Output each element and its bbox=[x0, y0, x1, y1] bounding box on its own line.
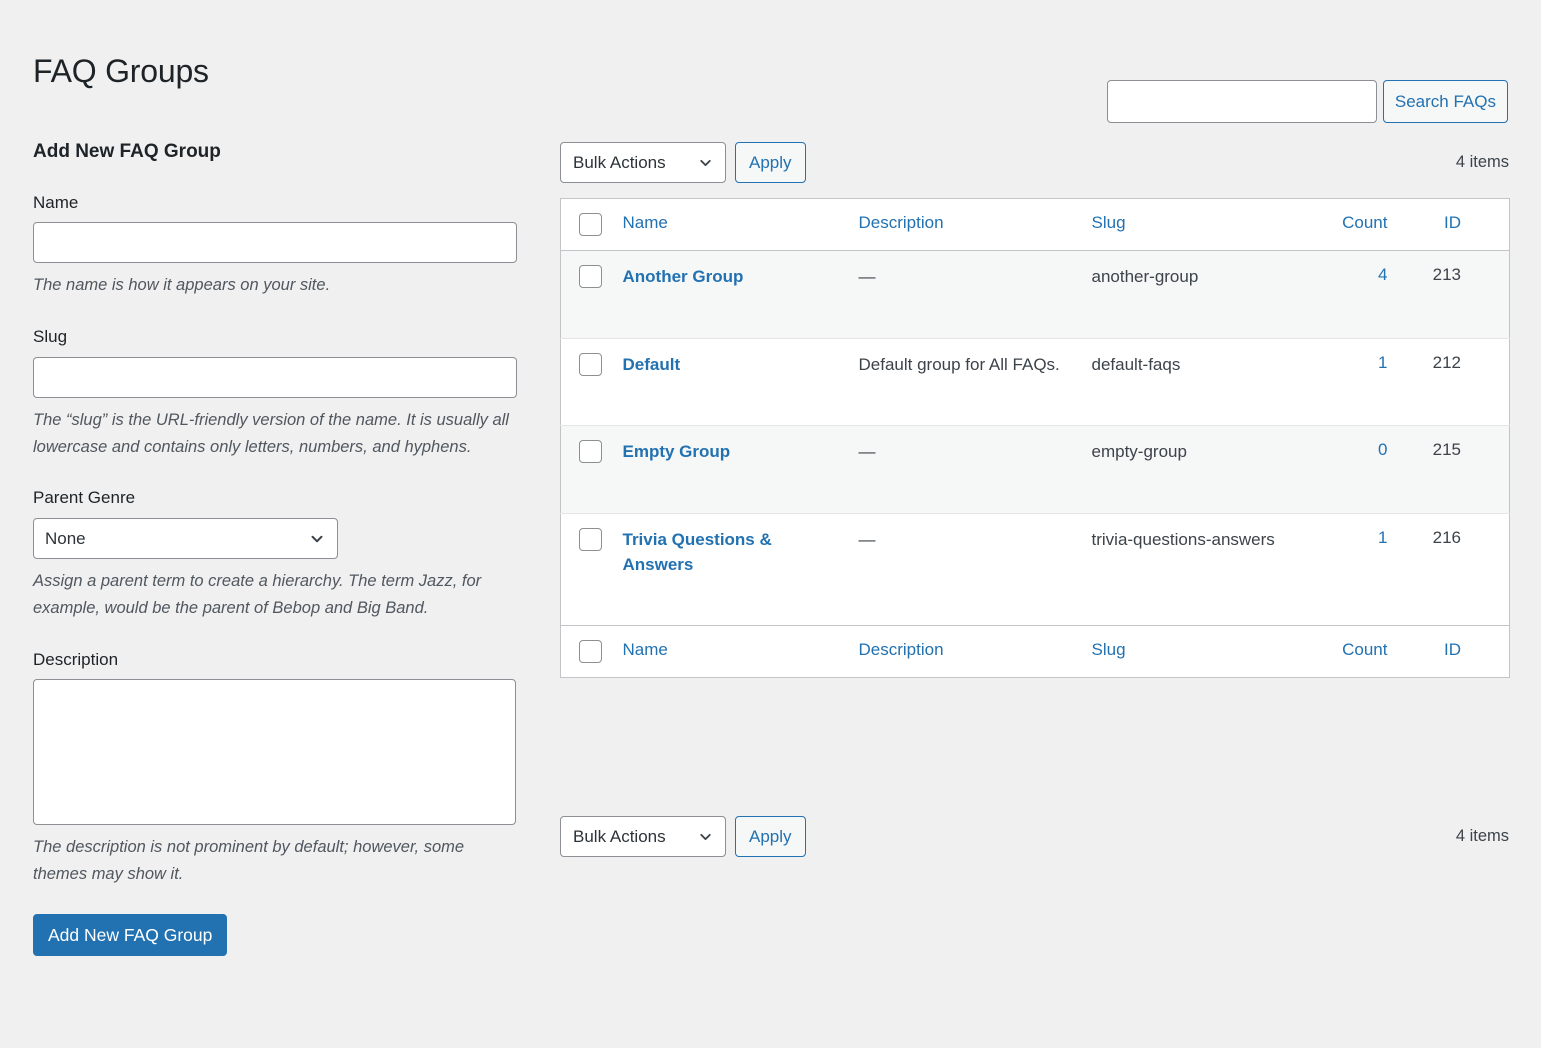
field-parent-genre: Parent Genre None Assign a parent term t… bbox=[33, 486, 517, 621]
description-label: Description bbox=[33, 649, 119, 669]
select-all-header-top bbox=[560, 198, 613, 251]
row-checkbox[interactable] bbox=[579, 265, 602, 288]
column-header-count-top[interactable]: Count bbox=[1303, 198, 1406, 251]
slug-label: Slug bbox=[33, 327, 68, 347]
column-header-description-bottom[interactable]: Description bbox=[848, 625, 1082, 678]
row-checkbox[interactable] bbox=[579, 352, 602, 376]
row-name-link[interactable]: Default bbox=[622, 354, 681, 374]
field-slug: Slug The “slug” is the URL-friendly vers… bbox=[33, 325, 517, 460]
add-new-faq-group-button[interactable]: Add New FAQ Group bbox=[33, 913, 228, 956]
row-name-link[interactable]: Trivia Questions & Answers bbox=[622, 529, 772, 574]
select-all-header-bottom bbox=[560, 625, 613, 678]
row-slug-cell: trivia-questions-answers bbox=[1091, 529, 1275, 549]
table-header-row: Name Description Slug Count ID bbox=[560, 198, 1510, 251]
name-label: Name bbox=[33, 192, 79, 212]
page-title: FAQ Groups bbox=[33, 53, 209, 90]
apply-button-bottom[interactable]: Apply bbox=[735, 816, 806, 857]
select-all-checkbox-bottom[interactable] bbox=[579, 640, 602, 664]
column-header-id-bottom[interactable]: ID bbox=[1405, 625, 1510, 678]
items-count-top: 4 items bbox=[1455, 153, 1509, 171]
row-id-cell: 213 bbox=[1432, 265, 1461, 284]
row-slug-cell: empty-group bbox=[1091, 442, 1187, 462]
table-row: Another Group — another-group 4 213 bbox=[560, 250, 1510, 339]
search-bar: Search FAQs bbox=[1106, 80, 1508, 123]
slug-input[interactable] bbox=[33, 357, 517, 398]
row-id-cell: 215 bbox=[1432, 440, 1461, 460]
row-select-cell bbox=[561, 338, 613, 426]
row-slug-cell: another-group bbox=[1091, 267, 1199, 286]
table-foot: Name Description Slug Count ID bbox=[560, 625, 1510, 678]
field-name: Name The name is how it appears on your … bbox=[33, 191, 517, 300]
column-header-slug-top[interactable]: Slug bbox=[1081, 198, 1304, 251]
table-row: Default Default group for All FAQs. defa… bbox=[560, 338, 1510, 426]
description-help: The description is not prominent by defa… bbox=[33, 838, 465, 884]
table-row: Empty Group — empty-group 0 215 bbox=[560, 425, 1510, 514]
chevron-down-icon bbox=[697, 154, 714, 171]
row-select-cell bbox=[561, 426, 613, 514]
row-select-cell bbox=[561, 513, 613, 625]
row-count-cell: 1 bbox=[1304, 513, 1406, 625]
row-name-cell: Default bbox=[613, 338, 849, 426]
parent-genre-value: None bbox=[33, 518, 338, 560]
column-header-description-top[interactable]: Description bbox=[848, 198, 1082, 251]
parent-genre-help: Assign a parent term to create a hierarc… bbox=[33, 572, 482, 617]
name-help: The name is how it appears on your site. bbox=[33, 276, 331, 295]
column-header-name-bottom[interactable]: Name bbox=[612, 625, 849, 678]
row-count-cell: 0 bbox=[1304, 426, 1406, 514]
row-description-cell: — bbox=[858, 529, 876, 549]
row-description-cell: — bbox=[858, 267, 876, 286]
row-count-link[interactable]: 1 bbox=[1378, 527, 1388, 547]
bulk-actions-select-top[interactable]: Bulk Actions bbox=[560, 142, 726, 183]
row-description-cell: Default group for All FAQs. bbox=[858, 354, 1060, 374]
apply-button-top[interactable]: Apply bbox=[735, 142, 806, 183]
chevron-down-icon bbox=[697, 828, 714, 845]
form-heading: Add New FAQ Group bbox=[33, 141, 221, 162]
row-name-link[interactable]: Empty Group bbox=[622, 442, 731, 462]
column-header-id-top[interactable]: ID bbox=[1405, 198, 1510, 251]
slug-help: The “slug” is the URL-friendly version o… bbox=[33, 411, 509, 456]
column-header-name-top[interactable]: Name bbox=[612, 198, 849, 251]
faq-groups-table: Name Description Slug Count ID Another G… bbox=[560, 198, 1510, 679]
column-header-slug-bottom[interactable]: Slug bbox=[1081, 625, 1304, 678]
search-input[interactable] bbox=[1106, 80, 1377, 123]
row-id-cell: 212 bbox=[1432, 352, 1461, 372]
search-faqs-button[interactable]: Search FAQs bbox=[1382, 80, 1508, 123]
field-description: Description The description is not promi… bbox=[33, 648, 517, 888]
table-footer-row: Name Description Slug Count ID bbox=[560, 625, 1510, 678]
bulk-actions-label-bottom: Bulk Actions bbox=[573, 826, 666, 846]
select-all-checkbox-top[interactable] bbox=[579, 213, 602, 236]
table-head: Name Description Slug Count ID bbox=[560, 198, 1510, 251]
items-count-bottom: 4 items bbox=[1455, 827, 1509, 845]
description-textarea[interactable] bbox=[33, 679, 516, 826]
parent-genre-select[interactable]: None bbox=[33, 518, 338, 560]
row-name-cell: Empty Group bbox=[613, 426, 849, 514]
row-slug-cell: default-faqs bbox=[1091, 354, 1181, 374]
row-checkbox[interactable] bbox=[579, 440, 602, 464]
tablenav-bottom: Bulk Actions Apply 4 items bbox=[560, 816, 1509, 857]
row-count-link[interactable]: 1 bbox=[1378, 352, 1388, 372]
add-new-faq-group-form: Add New FAQ Group Name The name is how i… bbox=[33, 140, 517, 956]
row-name-cell: Another Group bbox=[613, 251, 849, 339]
bulk-actions-label-top: Bulk Actions bbox=[573, 152, 666, 172]
parent-genre-label: Parent Genre bbox=[33, 488, 136, 508]
row-count-cell: 1 bbox=[1304, 338, 1406, 426]
table-row: Trivia Questions & Answers — trivia-ques… bbox=[560, 513, 1510, 625]
row-name-cell: Trivia Questions & Answers bbox=[613, 513, 849, 625]
column-header-count-bottom[interactable]: Count bbox=[1303, 625, 1406, 678]
bulk-actions-select-bottom[interactable]: Bulk Actions bbox=[560, 816, 726, 857]
row-id-cell: 216 bbox=[1432, 527, 1461, 547]
table-body: Another Group — another-group 4 213 Defa… bbox=[560, 250, 1510, 626]
row-checkbox[interactable] bbox=[579, 527, 602, 551]
name-input[interactable] bbox=[33, 222, 517, 264]
row-name-link[interactable]: Another Group bbox=[622, 267, 744, 286]
row-description-cell: — bbox=[858, 442, 876, 462]
tablenav-top: Bulk Actions Apply 4 items bbox=[560, 142, 1509, 183]
row-count-cell: 4 bbox=[1304, 251, 1406, 339]
row-count-link[interactable]: 0 bbox=[1378, 440, 1388, 460]
row-count-link[interactable]: 4 bbox=[1378, 265, 1388, 284]
row-select-cell bbox=[561, 251, 613, 339]
